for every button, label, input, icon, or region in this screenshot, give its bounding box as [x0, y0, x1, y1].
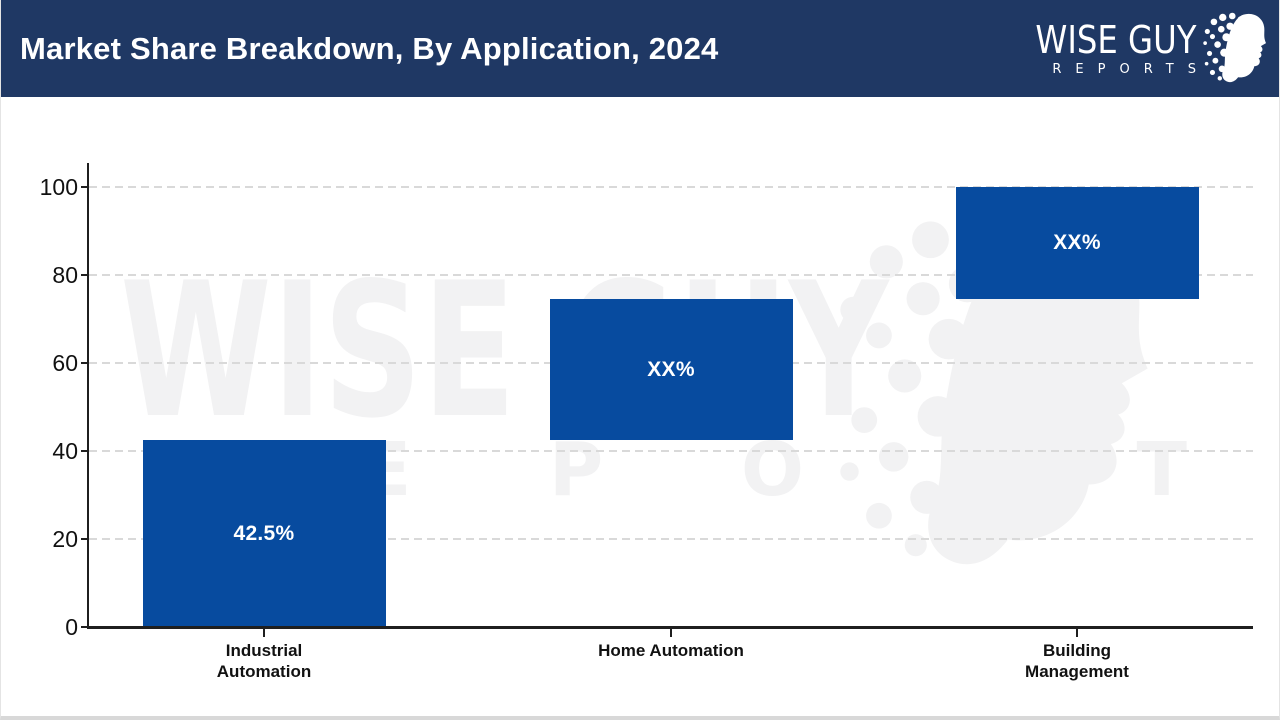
y-tick-label-40: 40 [52, 438, 78, 464]
bar-value-label-2: XX% [647, 357, 695, 381]
wise-guy-logo: WISE GUY REPORTS [1007, 12, 1266, 86]
y-tick-40 [81, 450, 89, 452]
gridline-y-100 [89, 186, 1253, 188]
wise-guy-face-icon [1203, 12, 1266, 82]
x-category-label-1: Industrial Automation [114, 640, 414, 682]
header-bar: Market Share Breakdown, By Application, … [0, 0, 1280, 97]
bar-value-label-3: XX% [1053, 231, 1101, 255]
x-tick-3 [1076, 629, 1078, 637]
gridline-y-80 [89, 274, 1253, 276]
x-category-label-line: Industrial [225, 641, 303, 660]
y-axis-line [87, 163, 89, 627]
y-tick-60 [81, 362, 89, 364]
x-axis-line [87, 626, 1253, 629]
logo-text: WISE GUY REPORTS [1007, 20, 1196, 77]
x-category-label-line: Building [1043, 641, 1111, 660]
x-tick-1 [263, 629, 265, 637]
logo-reports-text: REPORTS [1052, 62, 1210, 77]
y-tick-100 [81, 186, 89, 188]
y-tick-label-80: 80 [52, 262, 78, 288]
y-tick-label-20: 20 [52, 526, 78, 552]
x-category-label-line: Home Automation [598, 641, 744, 660]
gridline-y-40 [89, 450, 1253, 452]
bar-segment-3: XX% [955, 187, 1199, 300]
bar-value-label-1: 42.5% [233, 521, 295, 545]
x-category-label-3: Building Management [927, 640, 1227, 682]
y-tick-label-60: 60 [52, 350, 78, 376]
bar-segment-1: 42.5% [142, 440, 386, 627]
x-category-label-line: Automation [216, 662, 312, 681]
y-tick-label-100: 100 [39, 174, 78, 200]
x-tick-2 [670, 629, 672, 637]
y-tick-80 [81, 274, 89, 276]
chart-title: Market Share Breakdown, By Application, … [20, 30, 719, 66]
y-tick-0 [81, 626, 89, 628]
gridline-y-20 [89, 538, 1253, 540]
logo-brand-text: WISE GUY [1034, 18, 1196, 62]
x-category-label-line: Management [1025, 662, 1129, 681]
y-tick-20 [81, 538, 89, 540]
bar-segment-2: XX% [549, 299, 793, 440]
x-category-label-2: Home Automation [521, 640, 821, 661]
y-tick-label-0: 0 [65, 614, 78, 640]
